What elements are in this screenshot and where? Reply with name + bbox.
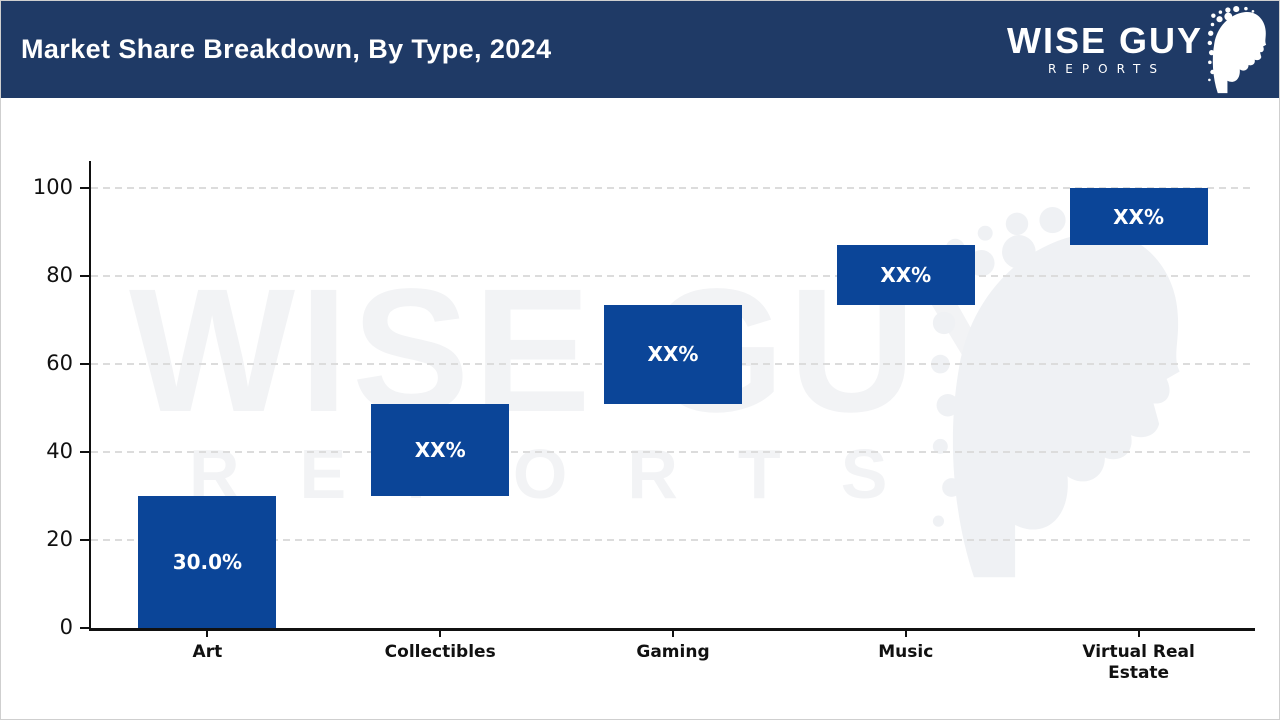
y-tick-label-80: 80	[46, 263, 73, 287]
x-category-label-collectibles: Collectibles	[384, 642, 496, 662]
bar-value-label-art: 30.0%	[172, 550, 243, 574]
y-tick-40	[80, 451, 89, 453]
x-category-label-art: Art	[192, 642, 223, 662]
logo-wordmark: WISE GUY	[1006, 20, 1203, 61]
bar-virtual-real-estate: XX%	[1069, 188, 1208, 246]
gridline-80	[91, 275, 1255, 277]
gridline-100	[91, 187, 1255, 189]
y-tick-label-100: 100	[32, 175, 73, 199]
bar-value-label-gaming: XX%	[647, 342, 699, 367]
y-tick-20	[80, 539, 89, 541]
header-bar: Market Share Breakdown, By Type, 2024 WI…	[1, 1, 1279, 98]
waterfall-chart: 0 20 40 60 80 100 30.0% Art XX% Collectibles XX% Ga…	[33, 161, 1255, 683]
logo-subtitle: REPORTS	[1047, 62, 1166, 76]
bar-value-label-collectibles: XX%	[414, 437, 466, 462]
watermark-subtext: REPORTS	[189, 435, 948, 513]
y-tick-label-40: 40	[46, 439, 73, 463]
brand-logo: WISE GUY REPORTS	[1006, 5, 1269, 94]
y-tick-label-60: 60	[46, 351, 73, 375]
y-tick-80	[80, 275, 89, 277]
bar-art: 30.0%	[138, 496, 277, 628]
x-tick-gaming	[672, 628, 674, 637]
wiseguy-face-icon	[1207, 5, 1269, 94]
x-tick-virtual-real-estate	[1137, 628, 1140, 637]
y-tick-100	[80, 187, 89, 189]
gridline-20	[91, 539, 1255, 541]
bar-gaming: XX%	[604, 304, 742, 404]
bar-value-label-music: XX%	[880, 262, 932, 287]
page-title: Market Share Breakdown, By Type, 2024	[21, 34, 552, 64]
x-tick-music	[904, 628, 907, 637]
x-category-label-gaming: Gaming	[636, 642, 710, 662]
bar-music: XX%	[836, 245, 975, 305]
y-tick-60	[80, 363, 89, 365]
gridline-40	[91, 451, 1255, 453]
x-category-label-virtual-real-estate: Virtual Real Estate	[1082, 642, 1195, 684]
y-tick-0	[80, 627, 89, 629]
y-tick-label-0: 0	[59, 615, 73, 639]
bar-value-label-virtual-real-estate: XX%	[1113, 204, 1165, 229]
x-category-label-music: Music	[878, 642, 934, 662]
y-tick-label-20: 20	[46, 527, 73, 551]
x-tick-art	[206, 628, 209, 637]
bar-collectibles: XX%	[371, 403, 510, 496]
x-tick-collectibles	[439, 628, 442, 637]
